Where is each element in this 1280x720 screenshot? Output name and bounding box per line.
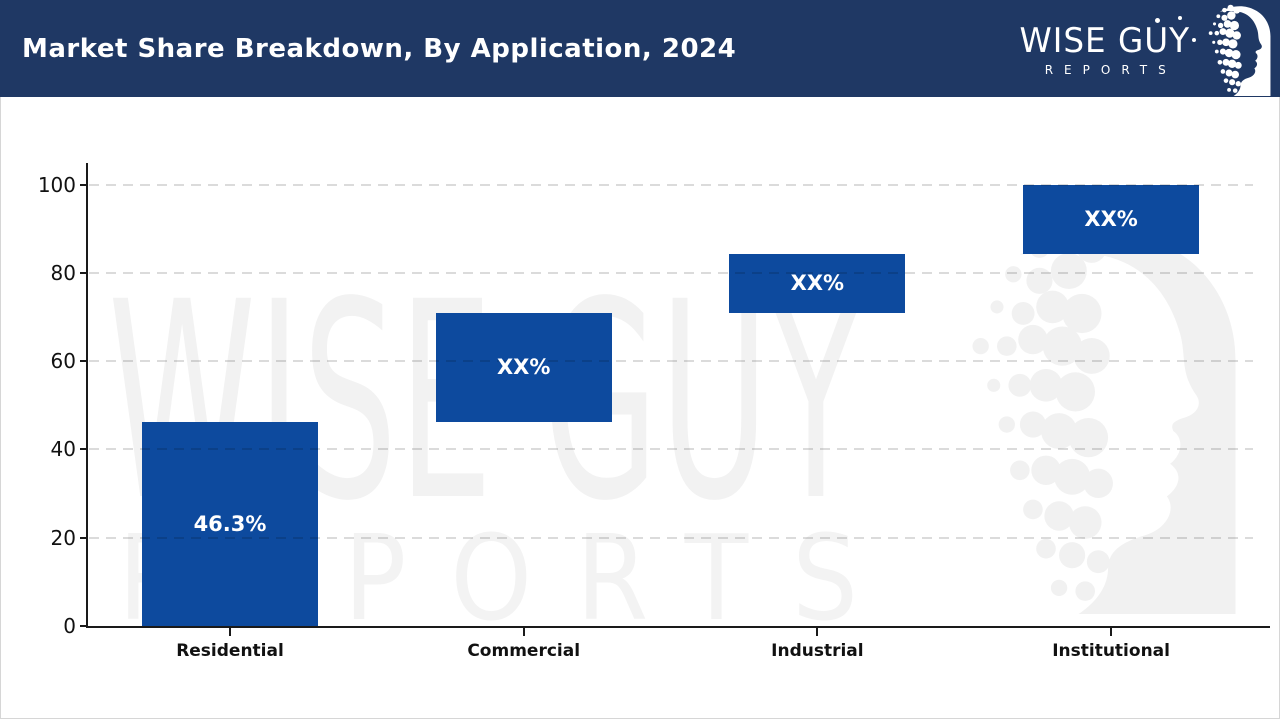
gridline-20 [89,536,1253,539]
bar-value-label: XX% [496,355,551,380]
bar-institutional [1023,184,1200,255]
brand-logo-line2: REPORTS [1044,62,1177,77]
header-banner: Market Share Breakdown, By Application, … [0,0,1280,97]
y-tick-label: 20 [50,525,76,550]
logo-accent-dot [1178,15,1182,20]
bar-value-label: XX% [1084,207,1138,232]
gridline-40 [89,448,1253,451]
x-tick [229,628,231,636]
brand-logo-line1: WISE GUY [1020,20,1191,61]
logo-accent-dot [1155,17,1160,23]
y-tick-label: 40 [50,437,76,462]
bar-value-label: 46.3% [193,511,267,536]
y-tick [80,625,88,627]
gridline-80 [89,271,1253,274]
x-category-label-industrial: Industrial [771,641,864,661]
x-axis-spine [86,626,1270,628]
y-tick [80,448,88,451]
gridline-100 [89,183,1253,186]
y-tick [80,360,88,363]
bar-industrial [729,254,906,313]
y-tick-label: 100 [37,172,76,197]
x-category-label-institutional: Institutional [1052,641,1170,661]
chart-title: Market Share Breakdown, By Application, … [22,33,737,64]
x-tick [522,628,525,636]
watermark-face-icon [972,225,1236,614]
bar-commercial [435,312,612,422]
logo-accent-dot [1192,37,1196,42]
x-category-label-residential: Residential [176,641,284,661]
gridline-60 [89,360,1253,363]
brand-logo: WISE GUY REPORTS [1016,4,1272,96]
y-tick-label: 80 [50,260,76,285]
bar-value-label: XX% [790,271,845,296]
y-tick [80,271,88,274]
y-tick [80,183,88,186]
bar-residential [142,421,318,626]
x-tick [816,628,819,636]
y-tick-label: 60 [50,349,76,374]
brand-logo-text: WISE GUY REPORTS [1016,15,1196,77]
x-tick [1110,628,1113,636]
y-tick-label: 0 [63,614,76,638]
x-category-label-commercial: Commercial [467,641,581,661]
y-tick [80,536,88,539]
y-axis-spine [86,163,88,628]
